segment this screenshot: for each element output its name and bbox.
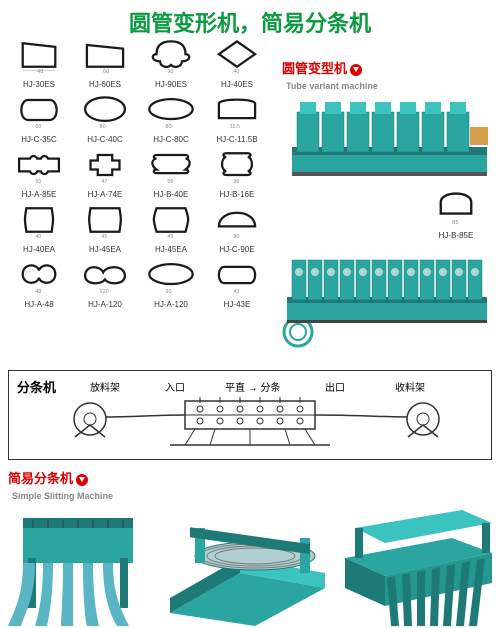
section1-en: Tube variant machine (286, 81, 378, 91)
shape-cell: 40 HJ-40EA (8, 201, 70, 254)
shape-label: HJ-45EA (140, 245, 202, 254)
svg-text:40: 40 (233, 69, 239, 74)
shape-label: HJ-C-80C (140, 135, 202, 144)
shape-label: HJ-43E (206, 300, 268, 309)
shape-label: HJ-C-40C (74, 135, 136, 144)
shape-label: HJ-C-35C (8, 135, 70, 144)
svg-text:40: 40 (35, 234, 41, 239)
svg-text:45: 45 (167, 234, 173, 239)
section2-cn: 简易分条机 (8, 471, 73, 486)
shape-cell: 11.5 HJ-C-11.5B (206, 91, 268, 144)
shape-label: HJ-B-40E (140, 190, 202, 199)
diagram-label: 入口 (165, 383, 185, 394)
shape-cell: 60 HJ-C-35C (8, 91, 70, 144)
shape-label: HJ-C-11.5B (206, 135, 268, 144)
shape-label: HJ-C-90E (206, 245, 268, 254)
shape-label: HJ-30ES (8, 80, 70, 89)
shape-cell: 40 HJ-40ES (206, 36, 268, 89)
shape-cell: 48 HJ-A-48 (8, 256, 70, 309)
svg-text:47: 47 (101, 179, 107, 184)
machine2-section (282, 232, 492, 357)
shape-cell: 80 HJ-C-80C (140, 91, 202, 144)
svg-text:36: 36 (233, 179, 239, 184)
shape-label: HJ-90ES (140, 80, 202, 89)
machine1-section: 圆管变型机 Tube variant machine (282, 58, 492, 192)
shape-cell: 90 HJ-90ES (140, 36, 202, 89)
shape-label: HJ-A-85E (8, 190, 70, 199)
diagram-label: 出口 (325, 381, 345, 394)
shape-cell: 45 HJ-45EA (74, 201, 136, 254)
section1-cn: 圆管变型机 (282, 61, 347, 76)
svg-text:80: 80 (100, 124, 106, 129)
shape-label: HJ-60ES (74, 80, 136, 89)
svg-text:48: 48 (35, 289, 41, 294)
shape-cell: 60 HJ-60ES (74, 36, 136, 89)
svg-text:60: 60 (35, 124, 41, 129)
svg-text:56: 56 (167, 179, 173, 184)
shape-grid: 40 HJ-30ES 60 HJ-60ES 90 HJ-90ES 40 HJ-4… (8, 36, 268, 311)
second-machine (282, 232, 492, 352)
svg-text:90: 90 (167, 69, 173, 74)
arrow-icon (350, 64, 362, 76)
shape-label: HJ-40EA (8, 245, 70, 254)
shape-cell: 50 HJ-A-85E (8, 146, 70, 199)
slitting-machine-1 (3, 498, 153, 628)
shape-cell: 80 HJ-C-40C (74, 91, 136, 144)
arrow-icon (76, 474, 88, 486)
bottom-machines (0, 490, 500, 628)
shape-cell: 90 HJ-A-120 (140, 256, 202, 309)
svg-text:43: 43 (233, 289, 239, 294)
shape-label: HJ-45EA (74, 245, 136, 254)
shape-label: HJ-40ES (206, 80, 268, 89)
svg-text:45: 45 (101, 234, 107, 239)
slitting-machine-3 (337, 498, 497, 628)
shape-label: HJ-B-16E (206, 190, 268, 199)
shape-cell: 56 HJ-B-40E (140, 146, 202, 199)
svg-text:120: 120 (100, 289, 109, 294)
diagram-label: 放料架 (90, 381, 120, 394)
shape-cell: 45 HJ-45EA (140, 201, 202, 254)
shape-label: HJ-A-48 (8, 300, 70, 309)
shape-cell: 120 HJ-A-120 (74, 256, 136, 309)
svg-text:50: 50 (35, 179, 41, 184)
shape-label: HJ-A-74E (74, 190, 136, 199)
diagram-label: 平直 → 分条 (225, 381, 281, 394)
svg-text:60: 60 (103, 69, 109, 74)
svg-text:90: 90 (166, 289, 172, 294)
shape-label: HJ-A-120 (74, 300, 136, 309)
slitting-machine-2 (160, 498, 330, 628)
process-diagram: 分条机 放料架 入口 平直 → 分条 出口 收料架 (8, 370, 492, 460)
svg-text:11.5: 11.5 (230, 124, 240, 129)
diagram-label: 收料架 (395, 381, 425, 394)
svg-text:80: 80 (166, 124, 172, 129)
shape-cell: 36 HJ-B-16E (206, 146, 268, 199)
shape-cell: 47 HJ-A-74E (74, 146, 136, 199)
section1-title: 圆管变型机 Tube variant machine (282, 58, 492, 92)
shape-cell: 43 HJ-43E (206, 256, 268, 309)
svg-text:40: 40 (37, 69, 43, 74)
shape-label: HJ-A-120 (140, 300, 202, 309)
shape-cell: 90 HJ-C-90E (206, 201, 268, 254)
tube-variant-machine (282, 92, 492, 187)
svg-text:90: 90 (233, 234, 239, 239)
shape-cell: 40 HJ-30ES (8, 36, 70, 89)
svg-text:85: 85 (452, 220, 458, 225)
